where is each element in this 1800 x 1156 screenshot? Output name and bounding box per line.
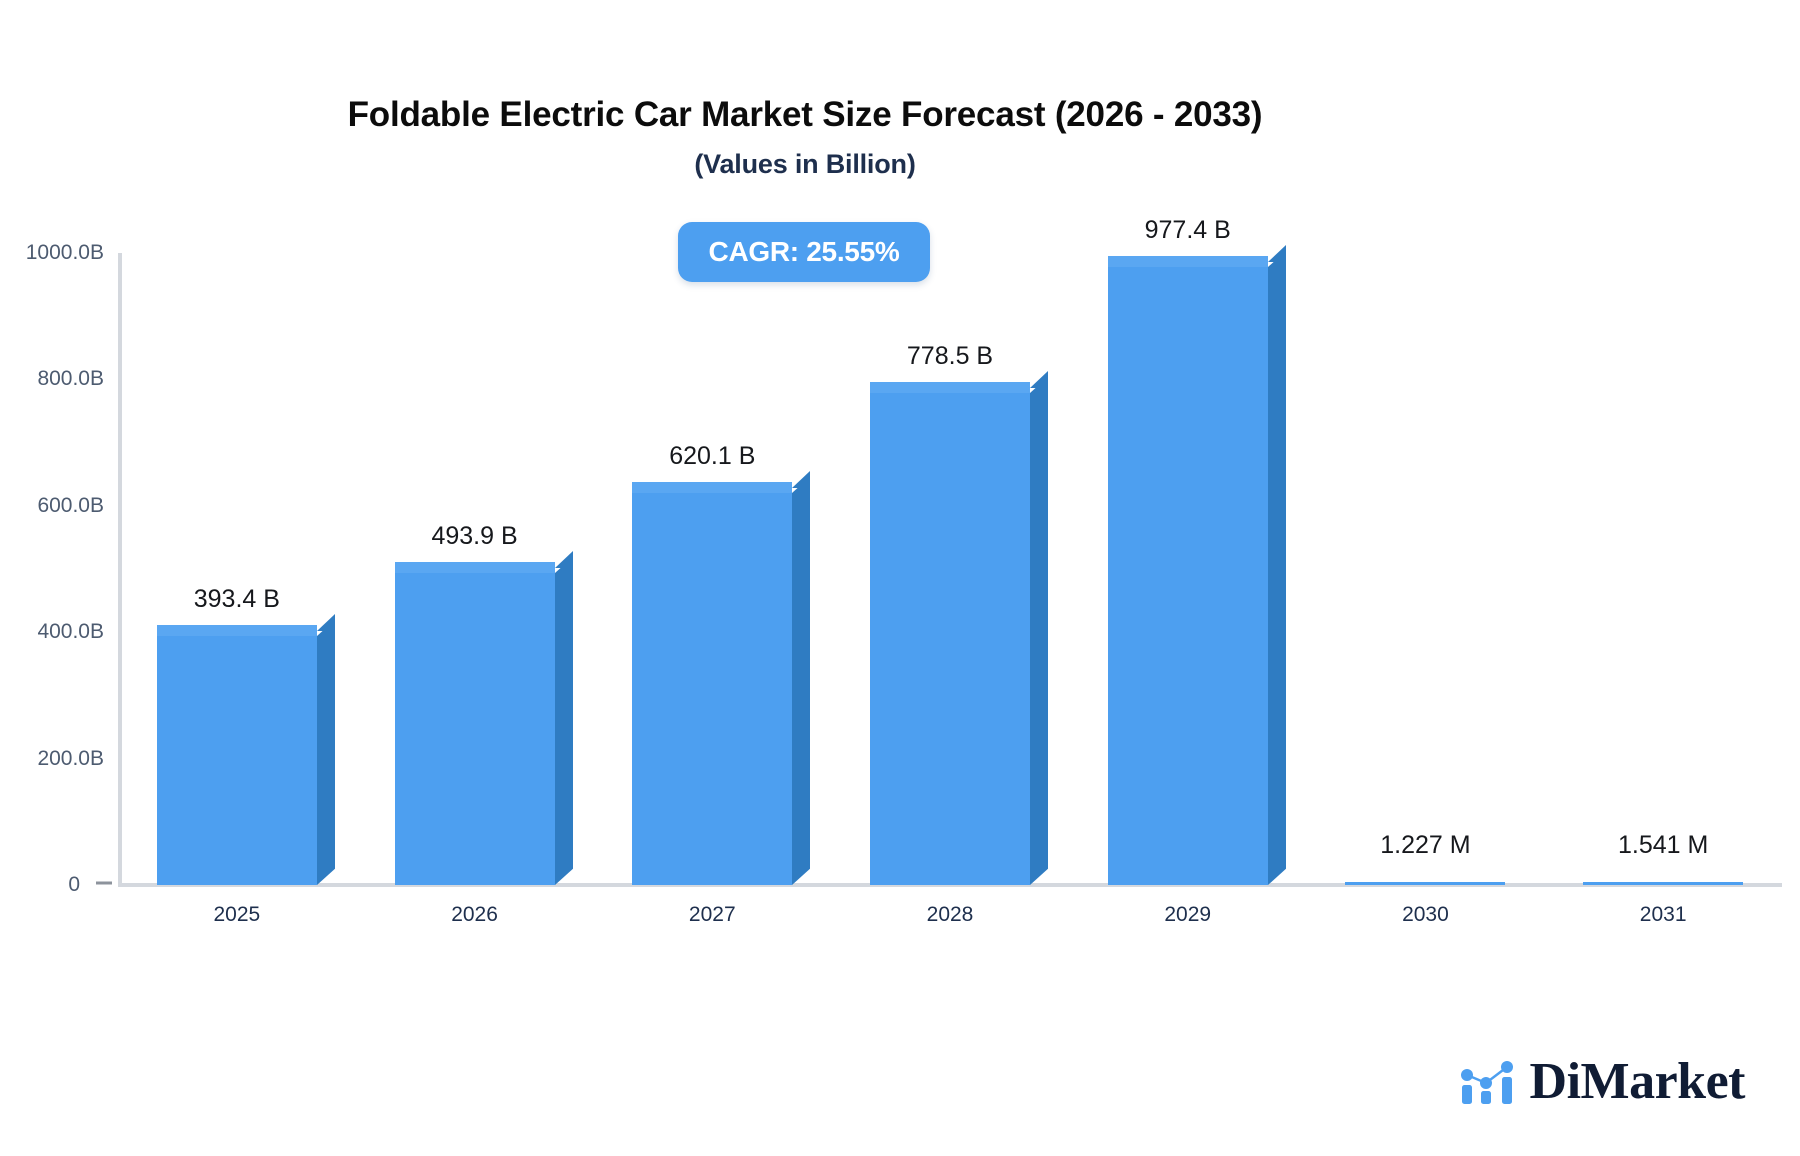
bar-side-face bbox=[1267, 251, 1286, 885]
bar-top-corner bbox=[554, 550, 573, 568]
bar-side-face bbox=[1030, 376, 1048, 885]
bar-top-corner bbox=[1267, 245, 1286, 263]
bar-top-face bbox=[632, 482, 793, 494]
bar: 393.4 B bbox=[156, 585, 335, 885]
bar-value-label: 977.4 B bbox=[1144, 216, 1231, 245]
title-block: Foldable Electric Car Market Size Foreca… bbox=[0, 95, 1610, 180]
bar-value-label: 1.541 M bbox=[1617, 831, 1709, 859]
x-axis-tick-label: 2026 bbox=[451, 903, 498, 926]
bar-value-label: 778.5 B bbox=[906, 342, 994, 370]
bar-side-face bbox=[792, 476, 811, 885]
x-axis-tick-label: 2030 bbox=[1402, 903, 1449, 926]
x-axis-tick-label: 2025 bbox=[213, 903, 261, 926]
bar-chart-logo-icon bbox=[1460, 1061, 1513, 1104]
bar-top-corner bbox=[316, 614, 335, 632]
bar-front-face bbox=[394, 572, 555, 885]
bar: 778.5 B bbox=[870, 342, 1048, 885]
bar-top-face bbox=[1107, 256, 1268, 268]
brand-name: DiMarket bbox=[1529, 1053, 1746, 1110]
y-axis-tick-label: 0 bbox=[68, 873, 80, 896]
bar-front-face bbox=[1107, 267, 1268, 885]
y-axis-tick-labels: 0 200.0B 400.0B 600.0B 800.0B 1000.0B bbox=[0, 0, 104, 1156]
bar-top-face bbox=[394, 561, 555, 573]
x-axis-tick-label: 2027 bbox=[688, 903, 736, 926]
bar-value-label: 393.4 B bbox=[193, 585, 280, 614]
bar-top-corner bbox=[1030, 371, 1048, 388]
x-axis-tick-label: 2029 bbox=[1164, 903, 1212, 926]
bar: 977.4 B bbox=[1107, 216, 1286, 885]
cagr-badge: CAGR: 25.55% bbox=[678, 222, 930, 282]
bar-top-face bbox=[156, 625, 317, 637]
y-axis-tick-label: 200.0B bbox=[37, 746, 104, 770]
bar: 493.9 B bbox=[394, 522, 573, 885]
bar-top-face bbox=[870, 382, 1030, 393]
bar-front-face bbox=[156, 636, 317, 885]
page-title: Foldable Electric Car Market Size Foreca… bbox=[347, 95, 1263, 134]
bar-front-face bbox=[1583, 882, 1744, 885]
x-axis-baseline bbox=[118, 883, 1782, 887]
bar-side-face bbox=[316, 620, 335, 885]
plot-area: 393.4 B 493.9 B 620.1 B 778.5 B 977.4 B 1.227… bbox=[118, 216, 1790, 885]
x-axis-tick-label: 2028 bbox=[926, 903, 974, 926]
bar-top-corner bbox=[792, 471, 811, 489]
bar: 1.227 M bbox=[1345, 831, 1506, 885]
bar-front-face bbox=[632, 493, 793, 885]
bar-value-label: 620.1 B bbox=[669, 442, 756, 471]
bar-front-face bbox=[1345, 882, 1506, 885]
y-axis-tick-label: 400.0B bbox=[37, 620, 104, 644]
bar-value-label: 493.9 B bbox=[431, 521, 518, 550]
y-axis-tick-label: 800.0B bbox=[37, 367, 104, 391]
cagr-badge-label: CAGR: 25.55% bbox=[708, 236, 900, 267]
bar-front-face bbox=[870, 393, 1030, 885]
bar-side-face bbox=[554, 556, 573, 885]
chart-subtitle: (Values in Billion) bbox=[694, 148, 916, 179]
bar-value-label: 1.227 M bbox=[1380, 831, 1471, 859]
y-axis-zero-tick bbox=[96, 881, 112, 885]
y-axis-tick-label: 1000.0B bbox=[25, 241, 104, 264]
brand-logo: DiMarket bbox=[1460, 1053, 1746, 1110]
bar: 1.541 M bbox=[1583, 831, 1744, 885]
x-axis-tick-label: 2031 bbox=[1639, 903, 1687, 926]
y-axis-tick-label: 600.0B bbox=[37, 493, 104, 517]
bar: 620.1 B bbox=[632, 442, 811, 885]
y-axis-line bbox=[118, 253, 122, 885]
